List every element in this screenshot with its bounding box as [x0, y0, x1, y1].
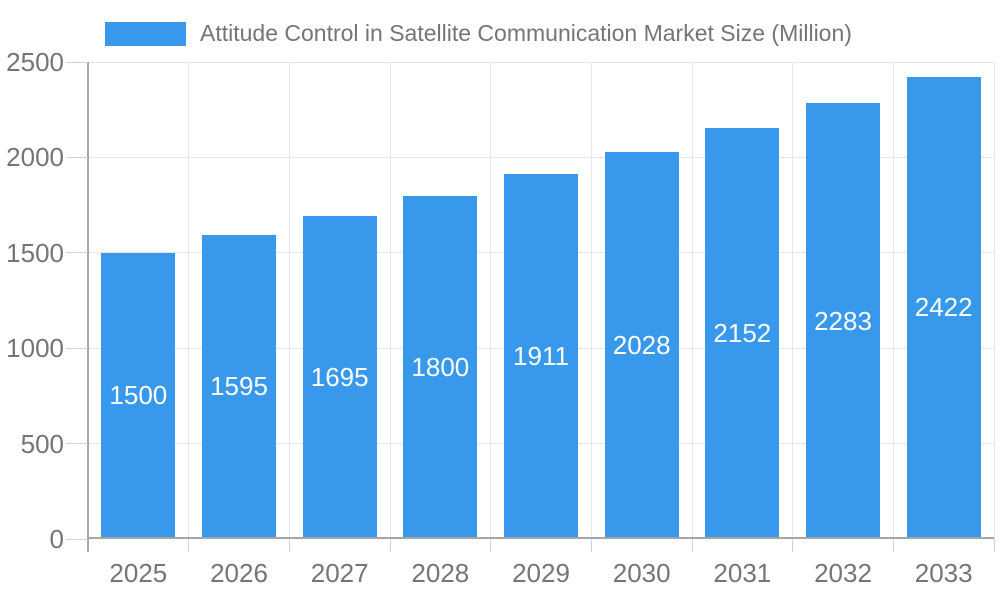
bar-value-label: 1695	[310, 361, 369, 392]
gridline-vertical	[892, 62, 894, 539]
y-tick-label: 0	[49, 524, 64, 554]
bar-value-label: 2152	[713, 318, 772, 349]
x-axis-tick	[691, 539, 693, 552]
legend-color-swatch	[105, 21, 186, 46]
chart-legend: Attitude Control in Satellite Communicat…	[105, 20, 852, 47]
x-tick-label: 2032	[814, 558, 872, 588]
gridline-horizontal	[88, 156, 994, 158]
x-axis-tick	[389, 539, 391, 552]
x-tick-label: 2025	[109, 558, 168, 588]
x-tick-label: 2031	[713, 558, 772, 588]
bar	[101, 252, 176, 538]
bar	[302, 215, 377, 538]
bar-value-label: 2028	[612, 330, 671, 361]
gridline-vertical	[188, 62, 190, 539]
x-axis-tick	[188, 539, 190, 552]
x-axis-tick	[288, 539, 290, 552]
bar-value-label: 1595	[210, 371, 268, 402]
bar	[604, 152, 679, 538]
bar-value-label: 1500	[109, 380, 168, 411]
bar	[705, 128, 780, 538]
y-tick-label: 1000	[6, 333, 64, 364]
x-axis-tick	[490, 539, 492, 552]
gridline-vertical	[792, 62, 794, 539]
bar	[403, 195, 478, 538]
x-axis-tick	[590, 539, 592, 552]
y-axis-tick	[66, 538, 88, 540]
gridline-horizontal	[88, 61, 994, 63]
y-tick-label: 2000	[6, 142, 64, 173]
y-axis-tick	[66, 252, 88, 254]
bar	[906, 76, 981, 538]
x-tick-label: 2030	[612, 558, 671, 588]
gridline-vertical	[993, 62, 995, 539]
x-axis-tick	[993, 539, 995, 552]
plot-area: 1500 1595 1695 1800 1911 2028 2152 2283 2422 0 500…	[6, 47, 995, 588]
x-tick-label: 2028	[411, 558, 470, 588]
x-tick-label: 2029	[512, 558, 570, 588]
gridline-vertical	[389, 62, 391, 539]
bar	[806, 103, 880, 538]
y-axis-tick	[66, 61, 88, 63]
gridline-vertical	[691, 62, 693, 539]
gridline-vertical	[590, 62, 592, 539]
bar-value-label: 2283	[814, 305, 872, 336]
bar	[504, 174, 578, 538]
x-axis-tick	[892, 539, 894, 552]
bar-value-label: 2422	[914, 292, 973, 323]
y-axis-tick	[66, 443, 88, 445]
x-tick-label: 2027	[310, 558, 369, 588]
bar	[202, 234, 276, 538]
bar-value-label: 1911	[513, 341, 569, 372]
legend-label: Attitude Control in Satellite Communicat…	[200, 20, 852, 46]
gridline-vertical	[490, 62, 492, 539]
x-axis-line	[88, 537, 994, 539]
y-tick-label: 1500	[6, 237, 64, 268]
gridline-vertical	[288, 62, 290, 539]
y-axis-line	[87, 62, 89, 552]
y-tick-label: 2500	[6, 47, 64, 77]
x-tick-label: 2033	[914, 558, 973, 588]
y-axis-tick	[66, 347, 88, 349]
x-axis-tick	[792, 539, 794, 552]
x-tick-label: 2026	[210, 558, 268, 588]
y-tick-label: 500	[20, 428, 64, 459]
y-axis-tick	[66, 156, 88, 158]
bar-value-label: 1800	[411, 351, 470, 382]
